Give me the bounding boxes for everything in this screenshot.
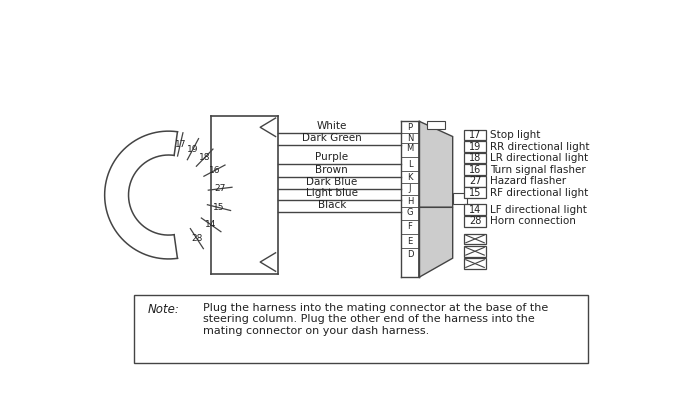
Text: Brown: Brown <box>316 165 348 175</box>
Text: 17: 17 <box>174 140 186 149</box>
Text: 16: 16 <box>209 166 220 175</box>
Bar <box>464 176 486 186</box>
Text: L: L <box>407 160 412 169</box>
Bar <box>464 153 486 163</box>
Text: 28: 28 <box>191 234 202 243</box>
Text: Note:: Note: <box>148 303 180 316</box>
Polygon shape <box>419 207 453 277</box>
Text: LF directional light: LF directional light <box>490 204 587 215</box>
Text: White: White <box>316 121 347 131</box>
Text: 27: 27 <box>469 176 482 186</box>
Bar <box>134 295 588 363</box>
Text: Dark Green: Dark Green <box>302 133 362 143</box>
Bar <box>464 187 486 198</box>
Text: J: J <box>409 184 411 194</box>
Bar <box>464 246 486 257</box>
Bar <box>464 141 486 152</box>
Bar <box>464 129 486 140</box>
Text: Plug the harness into the mating connector at the base of the
steering column. P: Plug the harness into the mating connect… <box>203 303 549 336</box>
Text: P: P <box>407 123 412 132</box>
Bar <box>453 193 467 204</box>
Text: Stop light: Stop light <box>490 130 540 140</box>
Text: N: N <box>407 134 413 142</box>
Text: G: G <box>407 208 413 217</box>
Bar <box>464 164 486 175</box>
Text: 15: 15 <box>214 203 225 212</box>
Bar <box>464 233 486 244</box>
Text: 15: 15 <box>469 188 481 198</box>
Text: Black: Black <box>318 200 346 210</box>
Text: 19: 19 <box>187 145 199 154</box>
Bar <box>426 121 445 129</box>
Bar <box>464 258 486 269</box>
Text: 28: 28 <box>469 216 481 226</box>
Text: 27: 27 <box>214 184 226 193</box>
Text: Purple: Purple <box>315 152 349 162</box>
Bar <box>464 216 486 227</box>
Text: 18: 18 <box>199 153 211 162</box>
Text: Turn signal flasher: Turn signal flasher <box>490 165 585 175</box>
Text: Dark Blue: Dark Blue <box>306 176 358 186</box>
Text: H: H <box>407 197 413 206</box>
Text: D: D <box>407 250 413 259</box>
Text: Horn connection: Horn connection <box>490 216 575 226</box>
Text: RR directional light: RR directional light <box>490 142 589 152</box>
Text: 14: 14 <box>469 204 481 215</box>
Polygon shape <box>419 121 453 207</box>
Text: 18: 18 <box>469 153 481 163</box>
Text: F: F <box>407 222 412 231</box>
Text: Hazard flasher: Hazard flasher <box>490 176 566 186</box>
Bar <box>464 204 486 215</box>
Text: K: K <box>407 173 413 182</box>
Text: 19: 19 <box>469 142 481 152</box>
Text: Light blue: Light blue <box>306 188 358 198</box>
Text: M: M <box>406 144 414 153</box>
Text: RF directional light: RF directional light <box>490 188 588 198</box>
Text: E: E <box>407 237 412 246</box>
Text: 16: 16 <box>469 165 481 175</box>
Text: 14: 14 <box>205 220 217 229</box>
Text: LR directional light: LR directional light <box>490 153 588 163</box>
Text: 17: 17 <box>469 130 481 140</box>
